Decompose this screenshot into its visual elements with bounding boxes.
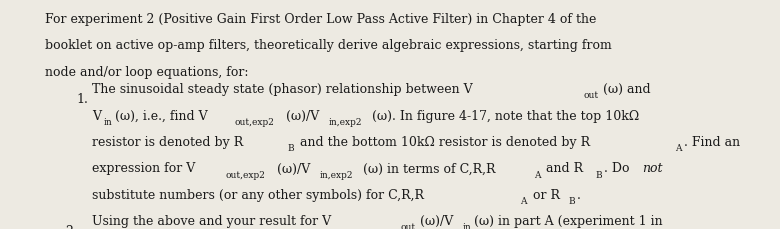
Text: . Find an: . Find an [683,136,739,148]
Text: in,exp2: in,exp2 [320,170,353,179]
Text: and the bottom 10kΩ resistor is denoted by R: and the bottom 10kΩ resistor is denoted … [296,136,590,148]
Text: (ω)/V: (ω)/V [286,109,319,122]
Text: in: in [104,117,112,126]
Text: in,exp2: in,exp2 [329,117,363,126]
Text: booklet on active op-amp filters, theoretically derive algebraic expressions, st: booklet on active op-amp filters, theore… [45,39,612,52]
Text: .: . [577,188,581,201]
Text: (ω) in part A (experiment 1 in: (ω) in part A (experiment 1 in [474,215,663,227]
Text: (ω). In figure 4-17, note that the top 10kΩ: (ω). In figure 4-17, note that the top 1… [372,109,640,122]
Text: B: B [595,170,602,179]
Text: (ω) and: (ω) and [603,83,651,96]
Text: node and/or loop equations, for:: node and/or loop equations, for: [45,65,249,78]
Text: out,exp2: out,exp2 [225,170,265,179]
Text: For experiment 2 (Positive Gain First Order Low Pass Active Filter) in Chapter 4: For experiment 2 (Positive Gain First Or… [45,13,597,26]
Text: resistor is denoted by R: resistor is denoted by R [92,136,243,148]
Text: (ω)/V: (ω)/V [420,215,453,227]
Text: out,exp2: out,exp2 [235,117,275,126]
Text: in: in [463,223,472,229]
Text: (ω) in terms of C,R,R: (ω) in terms of C,R,R [363,162,495,175]
Text: substitute numbers (or any other symbols) for C,R,R: substitute numbers (or any other symbols… [92,188,424,201]
Text: or R: or R [529,188,560,201]
Text: Using the above and your result for V: Using the above and your result for V [92,215,332,227]
Text: V: V [92,109,101,122]
Text: (ω), i.e., find V: (ω), i.e., find V [115,109,207,122]
Text: The sinusoidal steady state (phasor) relationship between V: The sinusoidal steady state (phasor) rel… [92,83,473,96]
Text: A: A [675,144,682,153]
Text: not: not [642,162,662,175]
Text: B: B [569,196,576,205]
Text: out: out [583,91,598,100]
Text: . Do: . Do [604,162,633,175]
Text: expression for V: expression for V [92,162,195,175]
Text: A: A [534,170,541,179]
Text: and R: and R [542,162,583,175]
Text: A: A [520,196,527,205]
Text: B: B [287,144,294,153]
Text: 2.: 2. [65,224,76,229]
Text: (ω)/V: (ω)/V [277,162,310,175]
Text: 1.: 1. [76,93,88,106]
Text: out: out [401,223,416,229]
